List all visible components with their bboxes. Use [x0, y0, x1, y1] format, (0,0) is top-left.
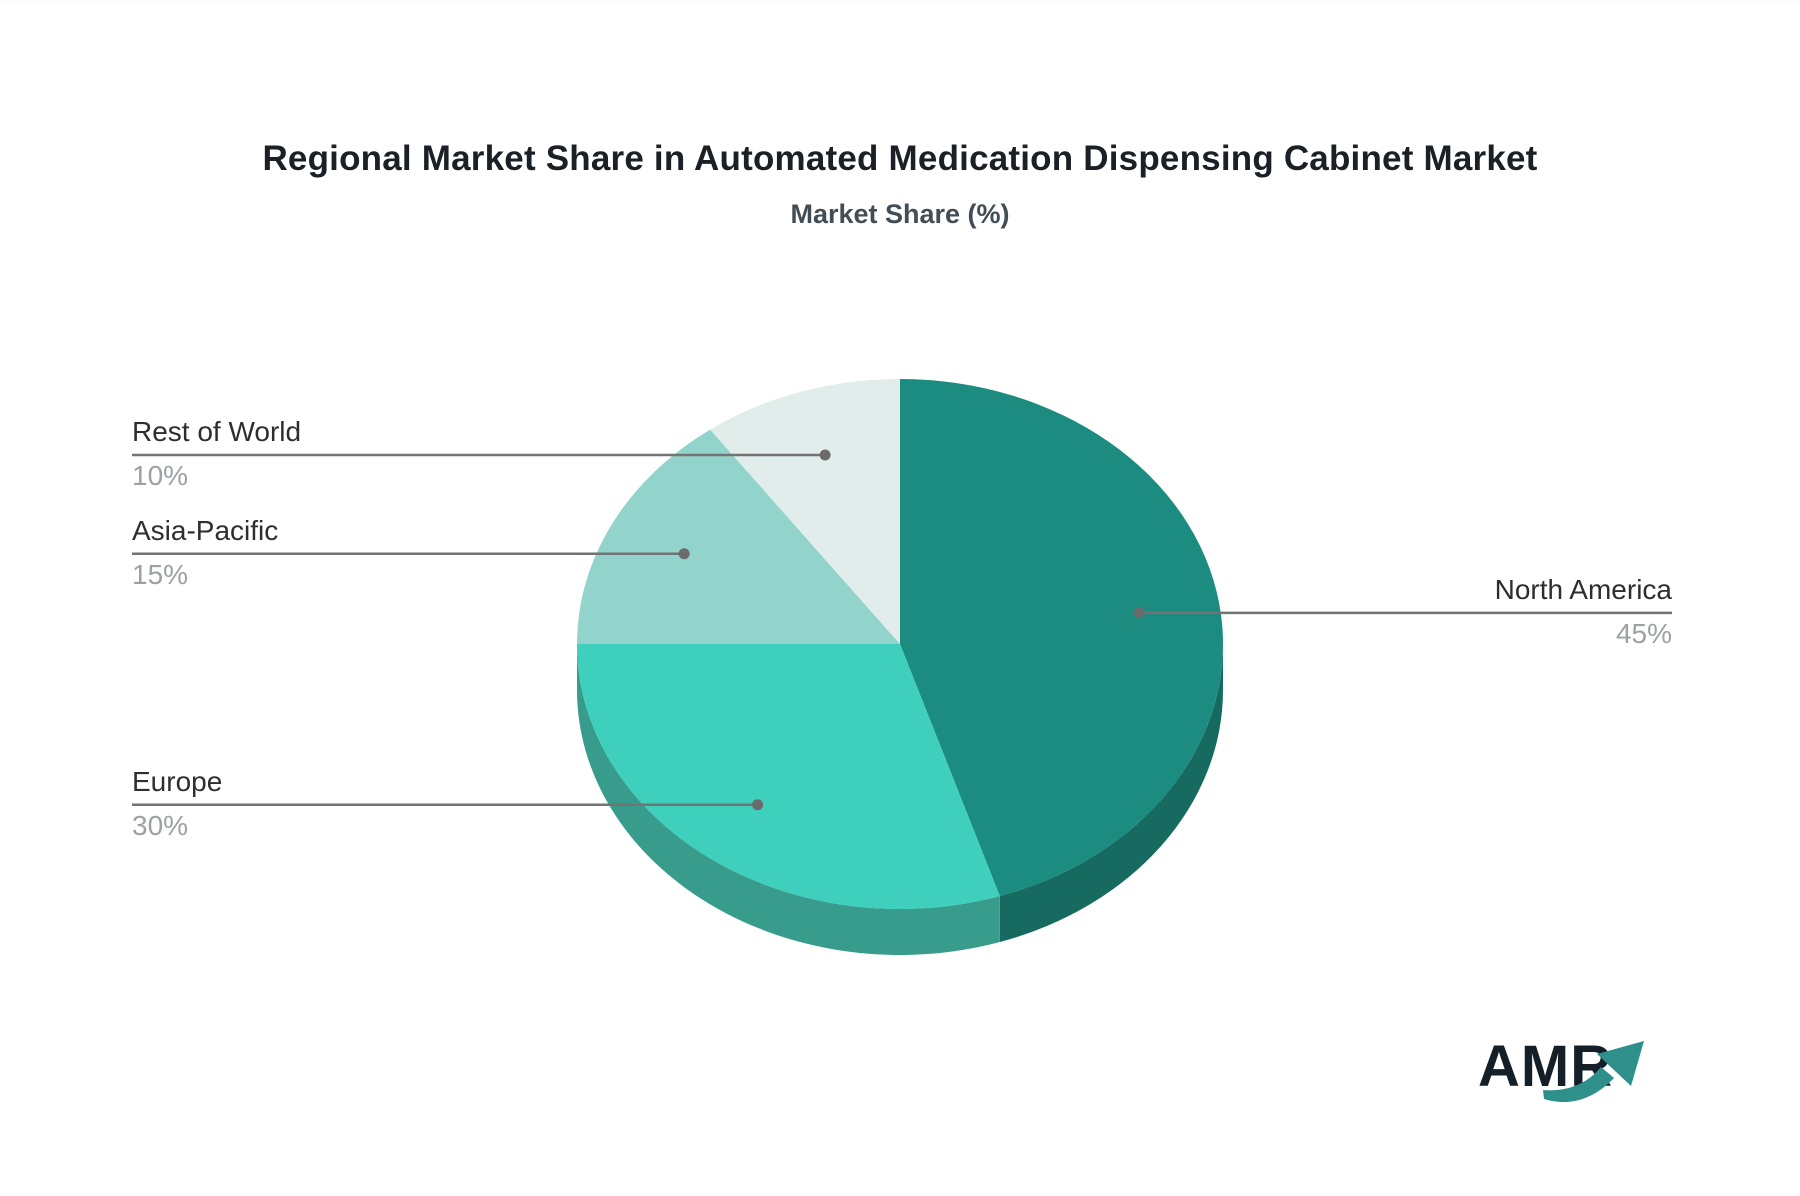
callout-dot-asia-pacific	[678, 548, 690, 560]
callout-dot-europe	[752, 799, 764, 811]
callout-europe: Europe 30%	[132, 765, 222, 841]
callout-value: 10%	[132, 459, 189, 491]
callout-north-america: North America 45%	[1495, 573, 1672, 649]
callout-value: 15%	[132, 558, 189, 590]
callout-value: 45%	[1615, 617, 1672, 649]
callout-asia-pacific: Asia-Pacific 15%	[132, 514, 278, 590]
pie-side-north-america	[999, 644, 1223, 943]
callout-value: 30%	[132, 809, 189, 841]
callout-label: North America	[1494, 573, 1672, 605]
callout-rest-of-world: Rest of World 10%	[132, 415, 301, 491]
callout-dot-rest-of-world	[819, 449, 831, 461]
callout-label: Europe	[132, 765, 223, 797]
callout-label: Asia-Pacific	[132, 514, 279, 546]
callout-label: Rest of World	[132, 415, 302, 447]
growth-arrow-icon	[1543, 1041, 1644, 1103]
pie-slice-north-america	[900, 379, 1223, 897]
chart-title: Regional Market Share in Automated Medic…	[262, 139, 1538, 178]
pie-side-europe	[577, 644, 1000, 956]
pie-slice-asia-pacific	[577, 429, 900, 644]
pie-slice-europe	[577, 644, 1000, 910]
chart-subtitle: Market Share (%)	[790, 199, 1010, 229]
brand-logo: AMR	[1478, 1033, 1658, 1123]
pie-slice-rest-of-world	[710, 379, 900, 644]
callout-dot-north-america	[1133, 607, 1145, 619]
pie-chart	[132, 379, 1672, 956]
